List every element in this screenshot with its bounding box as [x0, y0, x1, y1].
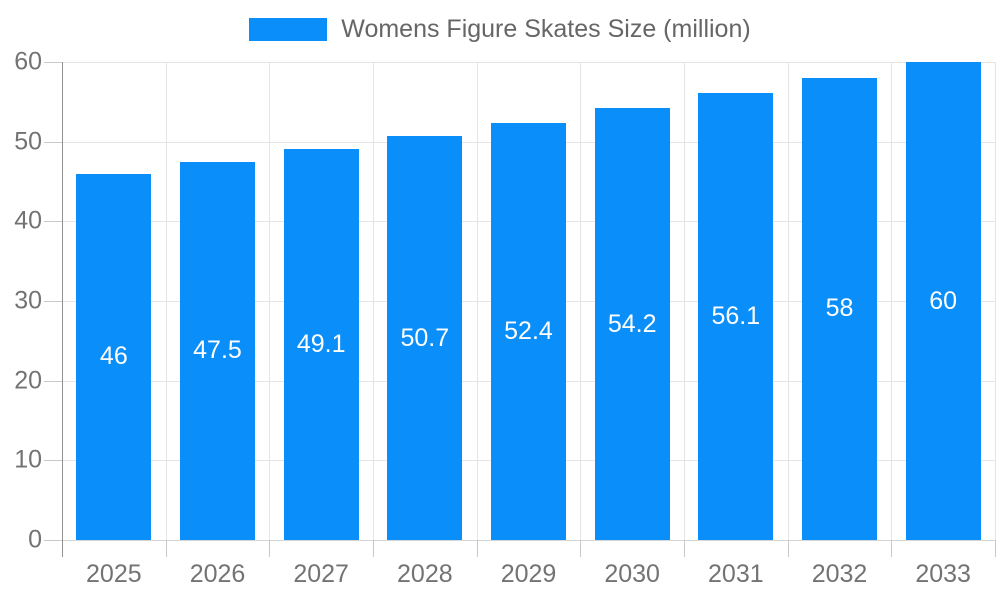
bar-value-label: 60 — [929, 286, 958, 315]
y-axis-label: 0 — [28, 525, 42, 554]
gridline-horizontal — [62, 540, 995, 541]
x-axis-label: 2033 — [915, 560, 971, 588]
legend-label: Womens Figure Skates Size (million) — [341, 15, 751, 43]
y-axis-tick — [44, 380, 62, 382]
x-axis-tick — [891, 540, 893, 557]
bar[interactable]: 60 — [905, 62, 981, 540]
x-axis-label: 2031 — [708, 560, 764, 588]
gridline-vertical — [995, 62, 996, 540]
x-axis-tick — [373, 540, 374, 557]
y-axis-label: 40 — [14, 206, 42, 235]
bar-value-label: 54.2 — [607, 309, 657, 338]
bar-value-label: 46 — [99, 342, 128, 371]
x-axis-tick — [787, 540, 789, 557]
gridline-vertical — [580, 62, 582, 540]
x-axis-label: 2026 — [189, 560, 246, 588]
bar[interactable]: 56.1 — [698, 93, 774, 540]
x-axis-tick — [165, 540, 167, 557]
x-axis-label: 2029 — [500, 560, 557, 588]
y-axis-line — [62, 62, 63, 557]
bar[interactable]: 54.2 — [594, 108, 670, 540]
y-axis-label: 30 — [14, 286, 42, 315]
legend[interactable]: Womens Figure Skates Size (million) — [0, 17, 1000, 42]
y-axis-tick — [44, 301, 62, 302]
x-axis-tick — [684, 540, 685, 557]
y-axis-tick — [44, 540, 62, 541]
y-axis-tick — [44, 141, 62, 143]
gridline-vertical — [165, 62, 167, 540]
y-axis-tick — [44, 460, 62, 462]
bar-value-label: 58 — [825, 294, 854, 323]
bar[interactable]: 49.1 — [283, 148, 359, 540]
x-axis-tick — [476, 540, 478, 557]
bar[interactable]: 52.4 — [491, 122, 566, 540]
y-axis-tick — [44, 62, 62, 63]
y-axis-label: 10 — [14, 445, 42, 474]
bar[interactable]: 46 — [76, 173, 152, 540]
x-axis-tick — [995, 540, 996, 557]
gridline-vertical — [269, 62, 271, 540]
gridline-horizontal — [62, 62, 995, 63]
gridline-vertical — [373, 62, 374, 540]
gridline-vertical — [787, 62, 789, 540]
x-axis-label: 2028 — [397, 560, 453, 588]
y-axis-tick — [44, 221, 62, 223]
bar-value-label: 56.1 — [711, 302, 761, 331]
bar-value-label: 50.7 — [400, 323, 450, 352]
gridline-vertical — [891, 62, 893, 540]
y-axis-label: 20 — [14, 366, 42, 395]
bar[interactable]: 47.5 — [180, 161, 255, 540]
x-axis-label: 2030 — [604, 560, 660, 588]
bar[interactable]: 50.7 — [387, 136, 463, 540]
legend-swatch — [249, 18, 328, 41]
y-axis-label: 50 — [14, 127, 42, 156]
x-axis-tick — [580, 540, 582, 557]
x-axis-tick — [269, 540, 271, 557]
y-axis-label: 60 — [14, 47, 42, 76]
gridline-vertical — [476, 62, 478, 540]
bar-value-label: 49.1 — [296, 329, 346, 358]
bar[interactable]: 58 — [802, 77, 877, 540]
x-axis-label: 2025 — [86, 560, 142, 588]
x-axis-label: 2032 — [811, 560, 868, 588]
x-axis-label: 2027 — [293, 560, 349, 588]
bar-value-label: 52.4 — [504, 316, 553, 345]
bar-value-label: 47.5 — [193, 336, 242, 365]
gridline-vertical — [684, 62, 685, 540]
